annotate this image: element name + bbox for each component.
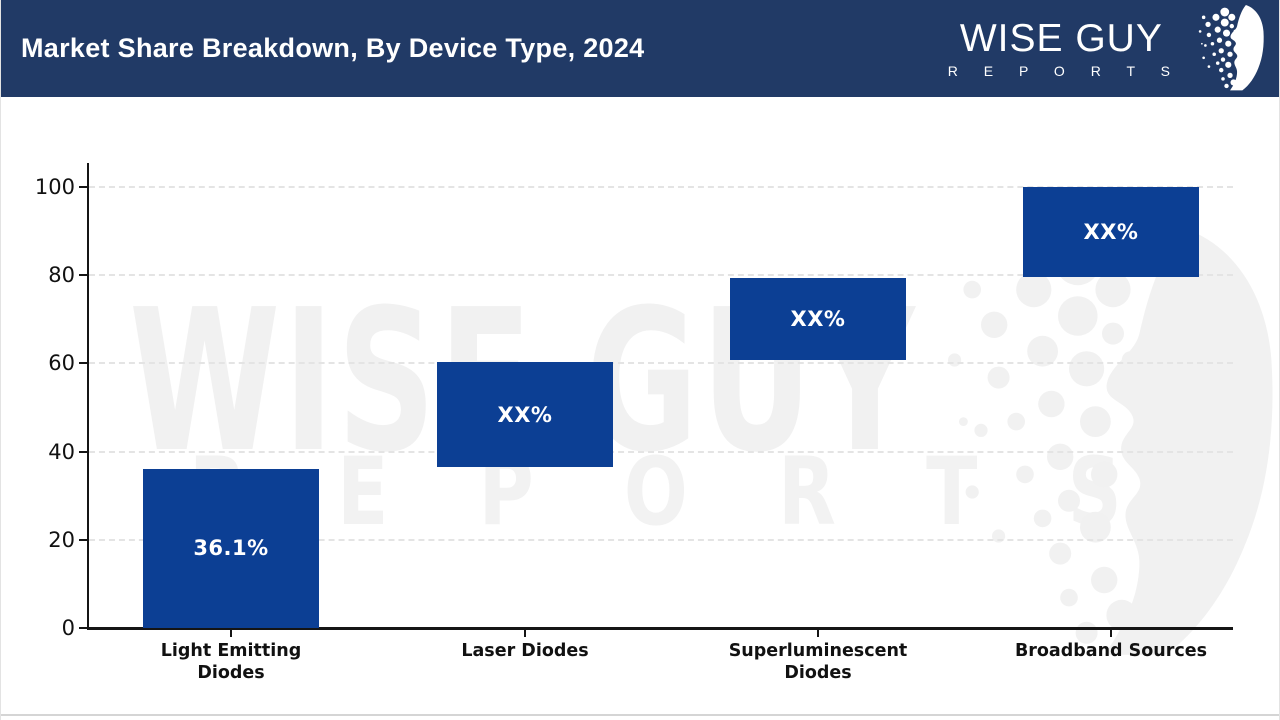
brand-name: WISE GUY — [959, 16, 1163, 60]
bar-segment: 36.1% — [143, 468, 319, 628]
y-axis-line — [87, 163, 89, 630]
x-tick-mark — [230, 630, 232, 637]
x-axis-category-label: Broadband Sources — [1014, 641, 1208, 661]
y-tick-mark — [79, 186, 87, 188]
x-tick-mark — [524, 630, 526, 637]
footer-rule — [1, 714, 1279, 716]
x-axis-category-label: Superluminescent Diodes — [728, 641, 908, 683]
bar-segment: XX% — [730, 277, 906, 360]
gridline-40 — [89, 450, 1233, 453]
y-tick-label: 80 — [48, 263, 75, 288]
y-tick-label: 100 — [34, 175, 75, 199]
x-axis-line — [87, 627, 1233, 630]
y-tick-label: 40 — [48, 439, 75, 464]
bar-value-label: XX% — [1083, 219, 1139, 244]
header-bar: Market Share Breakdown, By Device Type, … — [1, 0, 1279, 97]
brand-logo-text: WISE GUY R E P O R T S — [942, 19, 1181, 79]
gridline-20 — [89, 538, 1233, 541]
bar-segment: XX% — [437, 362, 613, 468]
y-tick-mark — [79, 450, 87, 453]
y-tick-mark — [79, 362, 87, 365]
y-tick-mark — [79, 538, 87, 541]
bar-value-label: XX% — [497, 402, 553, 427]
gridline-60 — [89, 362, 1233, 365]
bar-segment: XX% — [1023, 187, 1199, 277]
gridline-80 — [89, 274, 1233, 277]
brand-logo: WISE GUY R E P O R T S — [942, 4, 1271, 93]
y-tick-label: 60 — [48, 351, 75, 376]
y-tick-mark — [79, 627, 87, 629]
brand-subname: R E P O R T S — [947, 62, 1181, 79]
bar-value-label: 36.1% — [193, 536, 269, 561]
x-axis-category-label: Light Emitting Diodes — [160, 641, 302, 683]
y-tick-mark — [79, 274, 87, 277]
bar-value-label: XX% — [790, 306, 846, 331]
y-tick-label: 0 — [61, 616, 75, 640]
y-tick-label: 20 — [48, 527, 75, 552]
x-tick-mark — [817, 630, 819, 637]
gridline-100 — [89, 186, 1233, 188]
page-title: Market Share Breakdown, By Device Type, … — [21, 33, 645, 63]
x-tick-mark — [1110, 630, 1112, 637]
x-axis-category-label: Laser Diodes — [461, 641, 589, 661]
